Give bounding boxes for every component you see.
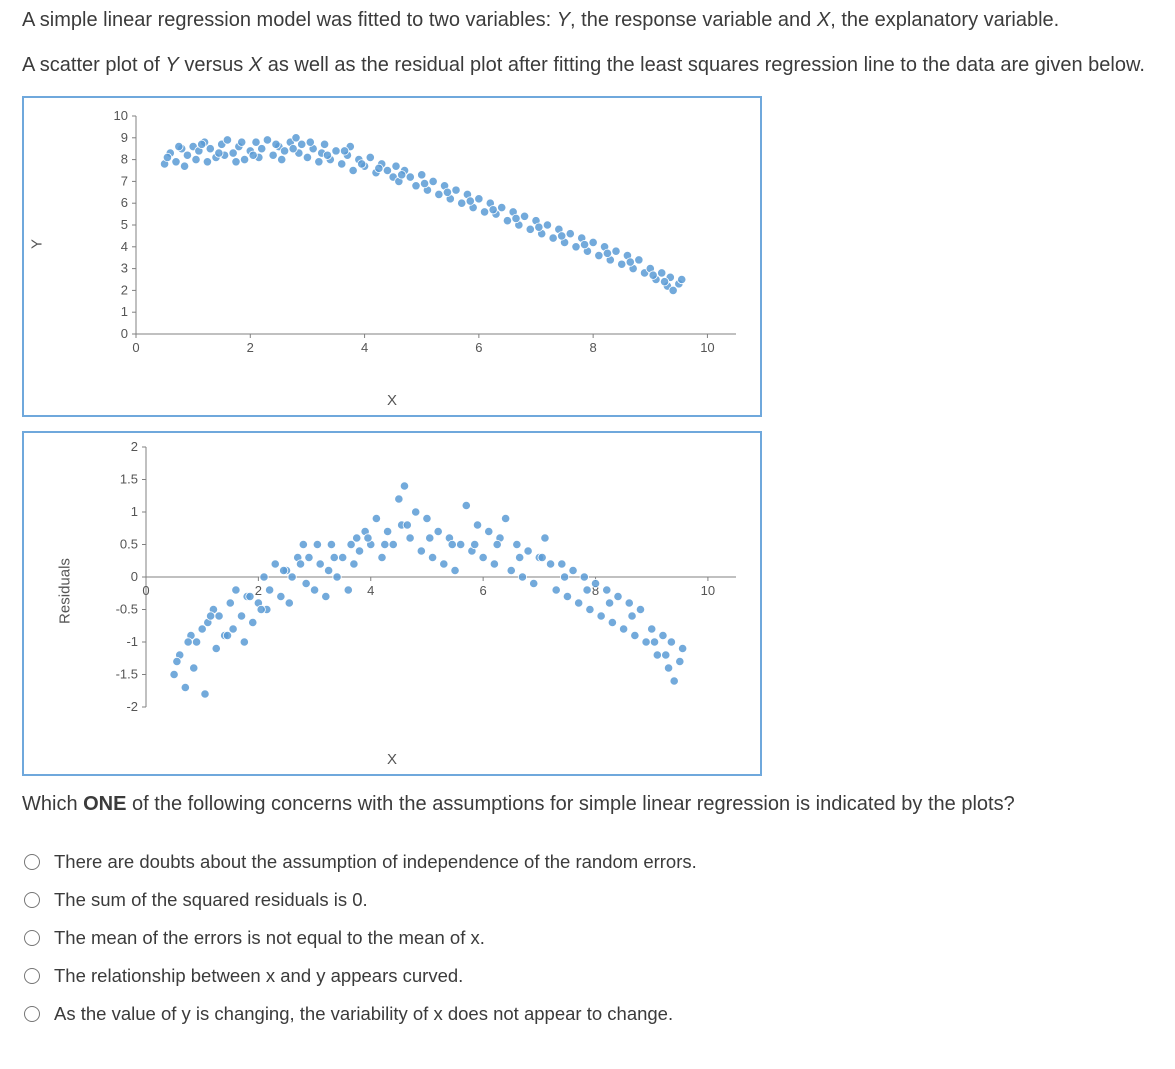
svg-text:10: 10: [701, 583, 715, 598]
radio-d[interactable]: [24, 968, 40, 984]
svg-text:8: 8: [121, 152, 128, 167]
svg-text:0.5: 0.5: [120, 537, 138, 552]
answer-option-d[interactable]: The relationship between x and y appears…: [22, 957, 1153, 995]
svg-text:1: 1: [131, 504, 138, 519]
svg-text:2: 2: [131, 439, 138, 454]
svg-text:8: 8: [590, 340, 597, 355]
radio-a[interactable]: [24, 854, 40, 870]
emphasis-one: ONE: [83, 793, 126, 815]
radio-e[interactable]: [24, 1006, 40, 1022]
svg-text:3: 3: [121, 261, 128, 276]
svg-text:10: 10: [700, 340, 714, 355]
text: as well as the residual plot after fitti…: [262, 54, 1145, 76]
answer-option-e[interactable]: As the value of y is changing, the varia…: [22, 995, 1153, 1033]
svg-text:4: 4: [367, 583, 374, 598]
x-axis-label: X: [24, 390, 760, 415]
question-prompt: Which ONE of the following concerns with…: [22, 790, 1153, 819]
svg-text:7: 7: [121, 173, 128, 188]
answer-label-b[interactable]: The sum of the squared residuals is 0.: [54, 889, 368, 911]
text: Which: [22, 793, 83, 815]
stem-paragraph-2: A scatter plot of Y versus X as well as …: [22, 51, 1153, 80]
text: A scatter plot of: [22, 54, 165, 76]
var-y: Y: [165, 54, 178, 76]
answer-option-c[interactable]: The mean of the errors is not equal to t…: [22, 919, 1153, 957]
var-y: Y: [557, 9, 570, 31]
svg-text:0: 0: [131, 569, 138, 584]
answer-option-a[interactable]: There are doubts about the assumption of…: [22, 843, 1153, 881]
svg-text:0: 0: [142, 583, 149, 598]
var-x: X: [817, 9, 830, 31]
svg-text:9: 9: [121, 130, 128, 145]
svg-text:-2: -2: [126, 699, 138, 714]
text: versus: [179, 54, 249, 76]
svg-text:6: 6: [121, 195, 128, 210]
radio-c[interactable]: [24, 930, 40, 946]
answer-option-b[interactable]: The sum of the squared residuals is 0.: [22, 881, 1153, 919]
stem-paragraph-1: A simple linear regression model was fit…: [22, 6, 1153, 35]
text: of the following concerns with the assum…: [126, 793, 1014, 815]
svg-text:2: 2: [255, 583, 262, 598]
svg-text:2: 2: [121, 282, 128, 297]
answer-label-e[interactable]: As the value of y is changing, the varia…: [54, 1003, 673, 1025]
text: A simple linear regression model was fit…: [22, 9, 557, 31]
x-axis-label: X: [24, 749, 760, 774]
answer-label-c[interactable]: The mean of the errors is not equal to t…: [54, 927, 485, 949]
y-axis-label: Y: [29, 239, 46, 249]
var-x: X: [249, 54, 262, 76]
residual-chart-svg: -2-1.5-1-0.500.511.520246810: [24, 433, 760, 749]
radio-b[interactable]: [24, 892, 40, 908]
svg-text:0: 0: [132, 340, 139, 355]
answer-label-a[interactable]: There are doubts about the assumption of…: [54, 851, 697, 873]
svg-text:0: 0: [121, 326, 128, 341]
svg-text:5: 5: [121, 217, 128, 232]
question-page: A simple linear regression model was fit…: [0, 0, 1175, 1053]
text: , the explanatory variable.: [830, 9, 1059, 31]
answer-label-d[interactable]: The relationship between x and y appears…: [54, 965, 463, 987]
svg-text:10: 10: [114, 108, 128, 123]
y-axis-label: Residuals: [56, 558, 73, 624]
svg-text:-1: -1: [126, 634, 138, 649]
svg-text:1: 1: [121, 304, 128, 319]
svg-text:-1.5: -1.5: [116, 667, 138, 682]
text: , the response variable and: [570, 9, 817, 31]
svg-text:2: 2: [247, 340, 254, 355]
svg-text:1.5: 1.5: [120, 472, 138, 487]
svg-text:6: 6: [480, 583, 487, 598]
residual-chart: Residuals -2-1.5-1-0.500.511.520246810 X: [22, 431, 762, 776]
answer-options: There are doubts about the assumption of…: [22, 843, 1153, 1033]
prompt-paragraph: Which ONE of the following concerns with…: [22, 790, 1153, 819]
question-stem: A simple linear regression model was fit…: [22, 6, 1153, 80]
svg-text:4: 4: [121, 239, 128, 254]
svg-text:-0.5: -0.5: [116, 602, 138, 617]
scatter-chart: Y 0 1 2 3 4 5 6 7 8 9 10 0 2 4 6 8 10 X: [22, 96, 762, 417]
scatter-chart-svg: 0 1 2 3 4 5 6 7 8 9 10 0 2 4 6 8 10: [24, 98, 760, 390]
svg-text:6: 6: [475, 340, 482, 355]
svg-text:4: 4: [361, 340, 368, 355]
